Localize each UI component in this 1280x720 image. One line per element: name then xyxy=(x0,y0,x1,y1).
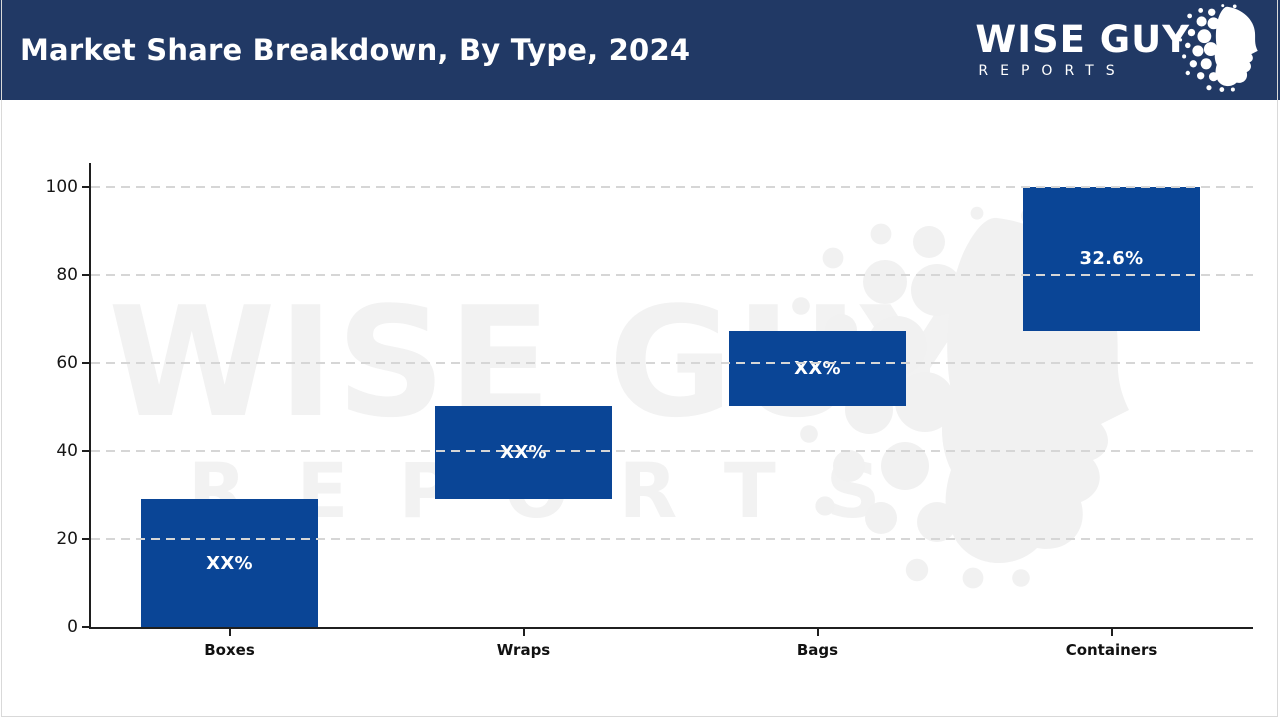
y-tick-label: 0 xyxy=(67,617,78,637)
x-tick-mark xyxy=(816,629,819,636)
gridline xyxy=(91,274,1253,277)
bar-value-label: 32.6% xyxy=(1079,248,1144,270)
x-tick-mark xyxy=(228,629,231,636)
header-banner: Market Share Breakdown, By Type, 2024 WI… xyxy=(0,0,1280,100)
bar-value-label: XX% xyxy=(500,442,547,464)
x-tick-label: Wraps xyxy=(496,641,551,659)
x-tick-label: Bags xyxy=(796,641,839,659)
x-tick-label: Boxes xyxy=(204,641,255,659)
logo-wordmark: WISE GUY xyxy=(975,18,1190,61)
bar-bags: XX% xyxy=(729,330,906,407)
y-tick-mark xyxy=(82,450,89,453)
wiseguy-logo: WISE GUY REPORTS xyxy=(975,4,1266,96)
y-tick-mark xyxy=(82,362,89,365)
gridline xyxy=(91,186,1253,189)
gridline xyxy=(91,362,1253,365)
bar-wraps: XX% xyxy=(435,406,612,500)
bar-containers: 32.6% xyxy=(1023,187,1200,331)
y-tick-label: 40 xyxy=(56,441,78,462)
bar-value-label: XX% xyxy=(794,357,841,379)
gridline xyxy=(91,450,1253,453)
y-tick-label: 60 xyxy=(56,353,78,374)
y-axis-line xyxy=(89,163,91,629)
logo-subtitle: REPORTS xyxy=(978,63,1127,79)
y-tick-mark xyxy=(82,626,89,628)
logo-text: WISE GUY REPORTS xyxy=(975,21,1190,79)
y-tick-mark xyxy=(82,538,89,541)
page-title: Market Share Breakdown, By Type, 2024 xyxy=(20,33,691,67)
x-tick-label: Containers xyxy=(1065,641,1158,659)
logo-face-icon xyxy=(1174,4,1266,96)
x-tick-mark xyxy=(1110,629,1113,636)
bar-value-label: XX% xyxy=(206,552,253,574)
x-tick-mark xyxy=(522,629,525,636)
y-tick-mark xyxy=(82,274,89,277)
gridline xyxy=(91,538,1253,541)
y-tick-label: 100 xyxy=(45,177,78,198)
y-tick-mark xyxy=(82,186,89,189)
bar-boxes: XX% xyxy=(141,499,318,627)
x-axis-line xyxy=(89,627,1253,629)
y-tick-label: 80 xyxy=(56,265,78,286)
y-tick-label: 20 xyxy=(56,529,78,550)
